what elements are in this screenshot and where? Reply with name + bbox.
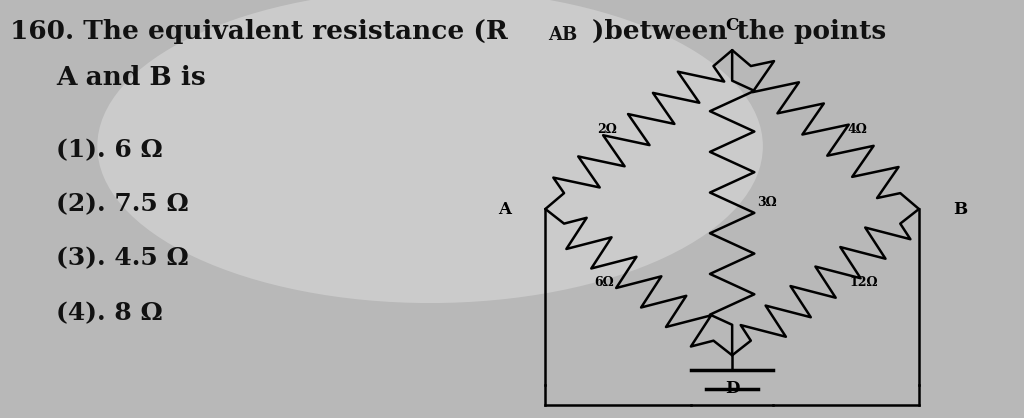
Text: )between the points: )between the points: [592, 19, 886, 44]
Text: B: B: [952, 201, 967, 217]
Text: AB: AB: [548, 26, 578, 44]
Text: 6Ω: 6Ω: [594, 275, 613, 289]
Text: (4). 8 Ω: (4). 8 Ω: [56, 301, 163, 325]
Text: 12Ω: 12Ω: [849, 275, 878, 289]
Text: 160. The equivalent resistance (R: 160. The equivalent resistance (R: [10, 19, 508, 44]
Text: A: A: [498, 201, 511, 217]
Text: 3Ω: 3Ω: [758, 196, 777, 209]
Text: (1). 6 Ω: (1). 6 Ω: [56, 138, 163, 162]
Text: A and B is: A and B is: [56, 65, 206, 90]
Text: 2Ω: 2Ω: [597, 123, 616, 136]
Text: D: D: [725, 380, 739, 397]
Text: (2). 7.5 Ω: (2). 7.5 Ω: [56, 192, 189, 216]
Text: 4Ω: 4Ω: [848, 123, 867, 136]
Text: (3). 4.5 Ω: (3). 4.5 Ω: [56, 247, 189, 270]
Text: C: C: [726, 17, 738, 33]
Ellipse shape: [97, 0, 763, 303]
